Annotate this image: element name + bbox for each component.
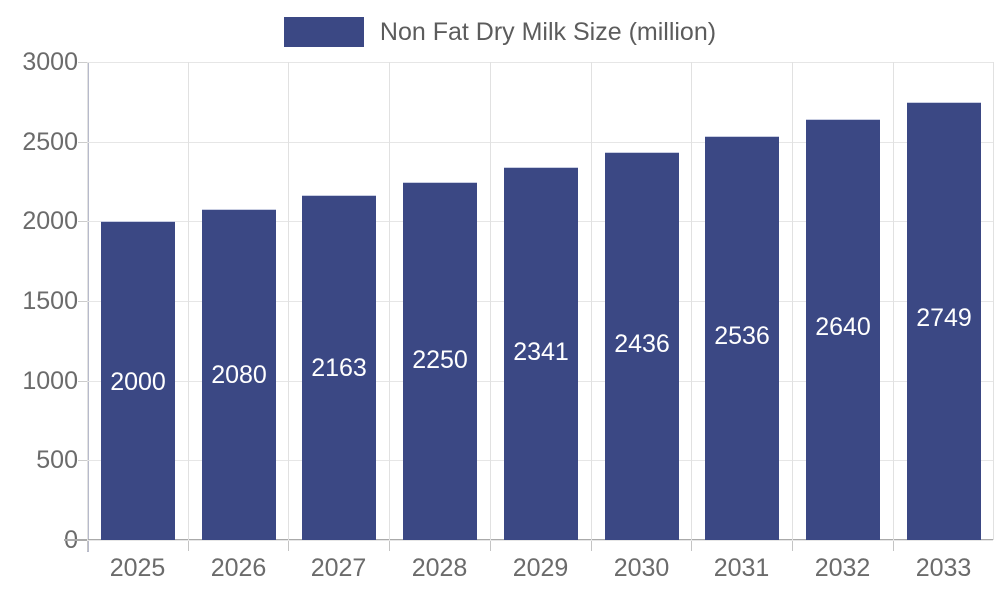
vertical-gridline [389,62,390,540]
bar[interactable] [302,195,376,540]
x-axis-tick-mark [591,541,592,551]
x-axis-tick-mark [389,541,390,551]
x-axis-tick-mark [490,541,491,551]
legend-series-label: Non Fat Dry Milk Size (million) [379,17,717,46]
x-axis-tick-mark [893,541,894,551]
bar[interactable] [907,101,981,540]
vertical-gridline [188,62,189,540]
y-axis-tick-label: 2000 [22,207,78,236]
y-axis-tick-mark [78,301,87,302]
plot-area: 2000 2080 2163 2250 2341 2436 2536 2640 2749 [87,62,994,541]
bar-value-label: 2341 [513,338,569,367]
bar[interactable] [504,167,578,540]
x-axis-tick-label: 2027 [310,554,367,582]
y-axis-tick-label: 3000 [22,48,78,76]
x-axis-tick-label: 2033 [915,554,972,582]
bar[interactable] [403,181,477,540]
vertical-gridline [288,62,289,540]
x-axis-tick-mark [691,541,692,551]
y-axis-tick-mark [78,221,87,223]
x-axis-tick-label: 2029 [512,554,569,582]
bar-value-label: 2436 [614,330,670,359]
bar-value-label: 2250 [412,346,468,375]
horizontal-gridline [87,540,993,541]
y-axis-tick-label: 500 [36,446,78,475]
bar-value-label: 2536 [714,321,770,350]
bar[interactable] [202,208,276,540]
y-axis-tick-label: 2500 [22,127,78,156]
vertical-gridline [691,62,692,540]
x-axis-tick-label: 2032 [814,554,871,582]
bar[interactable] [101,221,175,540]
y-axis-tick-mark [78,380,87,382]
y-axis-line [87,62,89,552]
x-axis-tick-label: 2028 [411,554,468,582]
x-axis-tick-mark [288,541,289,551]
y-axis-tick-mark [78,62,87,63]
y-axis-tick-labels: 050010001500200025003000 [0,0,87,600]
x-axis-tick-label: 2031 [713,554,770,582]
bar-value-label: 2080 [211,360,267,389]
vertical-gridline [87,62,88,540]
legend-color-swatch[interactable] [283,17,364,47]
bar[interactable] [705,135,779,540]
x-axis-tick-label: 2026 [210,554,267,582]
chart-legend: Non Fat Dry Milk Size (million) [0,10,1000,54]
horizontal-gridline [87,62,993,63]
y-axis-tick-label: 1500 [22,287,78,315]
y-axis-tick-mark [78,141,87,143]
vertical-gridline [490,62,491,540]
bar-value-label: 2749 [916,303,972,332]
vertical-gridline [792,62,793,540]
bar-value-label: 2000 [110,367,166,396]
x-axis-tick-mark [188,541,189,551]
horizontal-gridline [87,141,993,143]
y-axis-tick-mark [78,460,87,462]
vertical-gridline [591,62,592,540]
vertical-gridline [993,62,994,540]
bar[interactable] [605,151,679,540]
x-axis-tick-mark [87,541,88,551]
x-axis-tick-label: 2030 [613,554,670,582]
bar-value-label: 2640 [815,312,871,341]
y-axis-tick-label: 1000 [22,366,78,395]
bar[interactable] [806,119,880,540]
x-axis-tick-mark [792,541,793,551]
vertical-gridline [893,62,894,540]
bar-value-label: 2163 [311,353,367,382]
x-axis-tick-label: 2025 [109,554,166,582]
